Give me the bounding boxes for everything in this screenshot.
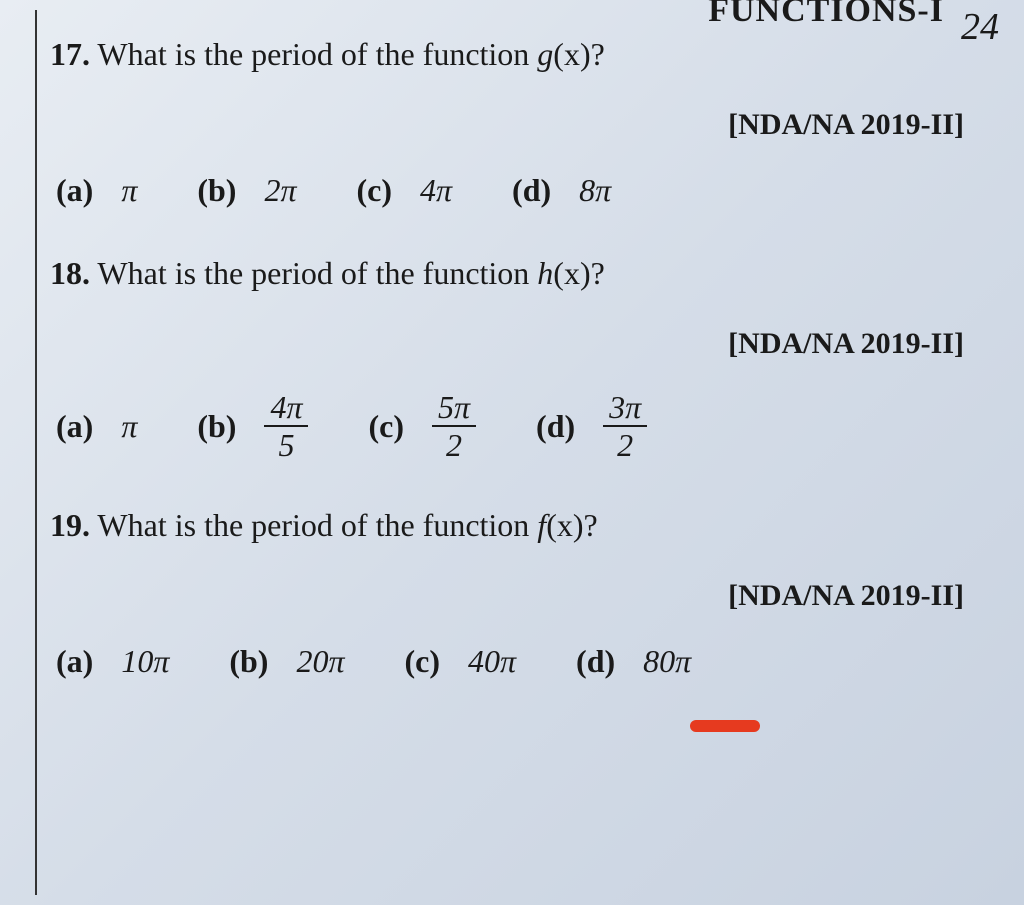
options-row: (a) 10π (b) 20π (c) 40π (d) 80π: [50, 643, 994, 680]
question-body-pre: What is the period of the function: [97, 36, 537, 72]
fraction-numerator: 3π: [603, 391, 647, 427]
option-value-fraction: 4π 5: [264, 391, 308, 461]
option-label: (b): [197, 172, 236, 209]
question-text: 18. What is the period of the function h…: [50, 249, 994, 297]
option-label: (a): [56, 643, 93, 680]
option-d: (d) 3π 2: [536, 391, 647, 461]
options-row: (a) π (b) 2π (c) 4π (d) 8π: [50, 172, 994, 209]
question-18: 18. What is the period of the function h…: [50, 249, 994, 461]
option-value: 2π: [264, 172, 296, 209]
question-number: 19.: [50, 507, 90, 543]
option-d: (d) 80π: [576, 643, 691, 680]
option-c: (c) 40π: [404, 643, 516, 680]
option-value: 8π: [579, 172, 611, 209]
question-body-post: ?: [591, 255, 605, 291]
source-tag: [NDA/NA 2019-II]: [50, 327, 964, 361]
option-b: (b) 4π 5: [197, 391, 308, 461]
option-a: (a) π: [56, 408, 137, 445]
question-body-post: ?: [591, 36, 605, 72]
red-annotation-mark: [690, 720, 760, 732]
fraction-denominator: 2: [440, 427, 468, 461]
fraction-denominator: 5: [272, 427, 300, 461]
function-arg: (x): [553, 255, 590, 291]
option-value: 10π: [121, 643, 169, 680]
option-value: 80π: [643, 643, 691, 680]
function-name: h: [537, 255, 553, 291]
option-a: (a) π: [56, 172, 137, 209]
option-label: (c): [368, 408, 404, 445]
question-number: 17.: [50, 36, 90, 72]
option-value-fraction: 3π 2: [603, 391, 647, 461]
option-label: (a): [56, 172, 93, 209]
option-value: π: [121, 408, 137, 445]
option-a: (a) 10π: [56, 643, 169, 680]
page-content: 17. What is the period of the function g…: [50, 0, 994, 680]
source-tag: [NDA/NA 2019-II]: [50, 108, 964, 142]
option-label: (d): [536, 408, 575, 445]
option-b: (b) 2π: [197, 172, 296, 209]
option-label: (b): [229, 643, 268, 680]
options-row: (a) π (b) 4π 5 (c) 5π 2 (d) 3π: [50, 391, 994, 461]
option-label: (b): [197, 408, 236, 445]
option-label: (d): [512, 172, 551, 209]
option-label: (c): [356, 172, 392, 209]
option-b: (b) 20π: [229, 643, 344, 680]
question-body-post: ?: [584, 507, 598, 543]
option-c: (c) 4π: [356, 172, 452, 209]
function-arg: (x): [546, 507, 583, 543]
option-value-fraction: 5π 2: [432, 391, 476, 461]
question-text: 17. What is the period of the function g…: [50, 30, 994, 78]
question-19: 19. What is the period of the function f…: [50, 501, 994, 680]
option-label: (a): [56, 408, 93, 445]
function-name: g: [537, 36, 553, 72]
question-text: 19. What is the period of the function f…: [50, 501, 994, 549]
fraction-numerator: 5π: [432, 391, 476, 427]
fraction-denominator: 2: [611, 427, 639, 461]
question-body-pre: What is the period of the function: [97, 255, 537, 291]
function-arg: (x): [553, 36, 590, 72]
question-number: 18.: [50, 255, 90, 291]
page-number: 24: [961, 5, 999, 49]
option-c: (c) 5π 2: [368, 391, 476, 461]
function-name: f: [537, 507, 546, 543]
question-17: 17. What is the period of the function g…: [50, 30, 994, 209]
option-value: π: [121, 172, 137, 209]
fraction-numerator: 4π: [264, 391, 308, 427]
question-body-pre: What is the period of the function: [97, 507, 537, 543]
option-value: 40π: [468, 643, 516, 680]
partial-chapter-title: FUNCTIONS-I: [708, 0, 944, 30]
source-tag: [NDA/NA 2019-II]: [50, 579, 964, 613]
option-label: (c): [404, 643, 440, 680]
option-value: 20π: [296, 643, 344, 680]
option-d: (d) 8π: [512, 172, 611, 209]
left-margin-rule: [35, 10, 37, 895]
option-label: (d): [576, 643, 615, 680]
option-value: 4π: [420, 172, 452, 209]
